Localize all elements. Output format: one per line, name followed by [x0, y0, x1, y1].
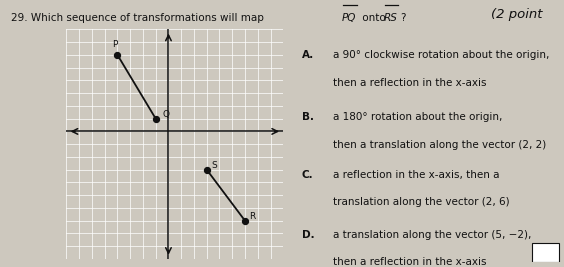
Text: a translation along the vector (5, −2),: a translation along the vector (5, −2), — [333, 230, 532, 239]
Text: then a translation along the vector (2, 2): then a translation along the vector (2, … — [333, 140, 547, 150]
Text: R: R — [249, 212, 255, 221]
Point — [240, 219, 249, 223]
Text: RS: RS — [384, 13, 398, 23]
Text: C.: C. — [302, 170, 313, 180]
Text: S: S — [212, 161, 218, 170]
Text: then a reflection in the x-axis: then a reflection in the x-axis — [333, 78, 487, 88]
Text: onto: onto — [359, 13, 389, 23]
Text: B.: B. — [302, 112, 314, 122]
Text: a 90° clockwise rotation about the origin,: a 90° clockwise rotation about the origi… — [333, 50, 550, 60]
Text: 29. Which sequence of transformations will map: 29. Which sequence of transformations wi… — [11, 13, 267, 23]
Text: PQ: PQ — [341, 13, 355, 23]
Text: a 180° rotation about the origin,: a 180° rotation about the origin, — [333, 112, 503, 122]
Text: (2 point: (2 point — [491, 8, 542, 21]
Text: then a reflection in the x-axis: then a reflection in the x-axis — [333, 257, 487, 267]
Text: P: P — [112, 40, 117, 49]
Text: A.: A. — [302, 50, 314, 60]
Bar — [532, 243, 559, 262]
Text: Q: Q — [162, 110, 169, 119]
Point — [202, 168, 212, 172]
Text: translation along the vector (2, 6): translation along the vector (2, 6) — [333, 197, 510, 207]
Point — [151, 116, 160, 121]
Text: D.: D. — [302, 230, 314, 239]
Text: ?: ? — [400, 13, 406, 23]
Text: a reflection in the x-axis, then a: a reflection in the x-axis, then a — [333, 170, 500, 180]
Point — [113, 53, 122, 57]
